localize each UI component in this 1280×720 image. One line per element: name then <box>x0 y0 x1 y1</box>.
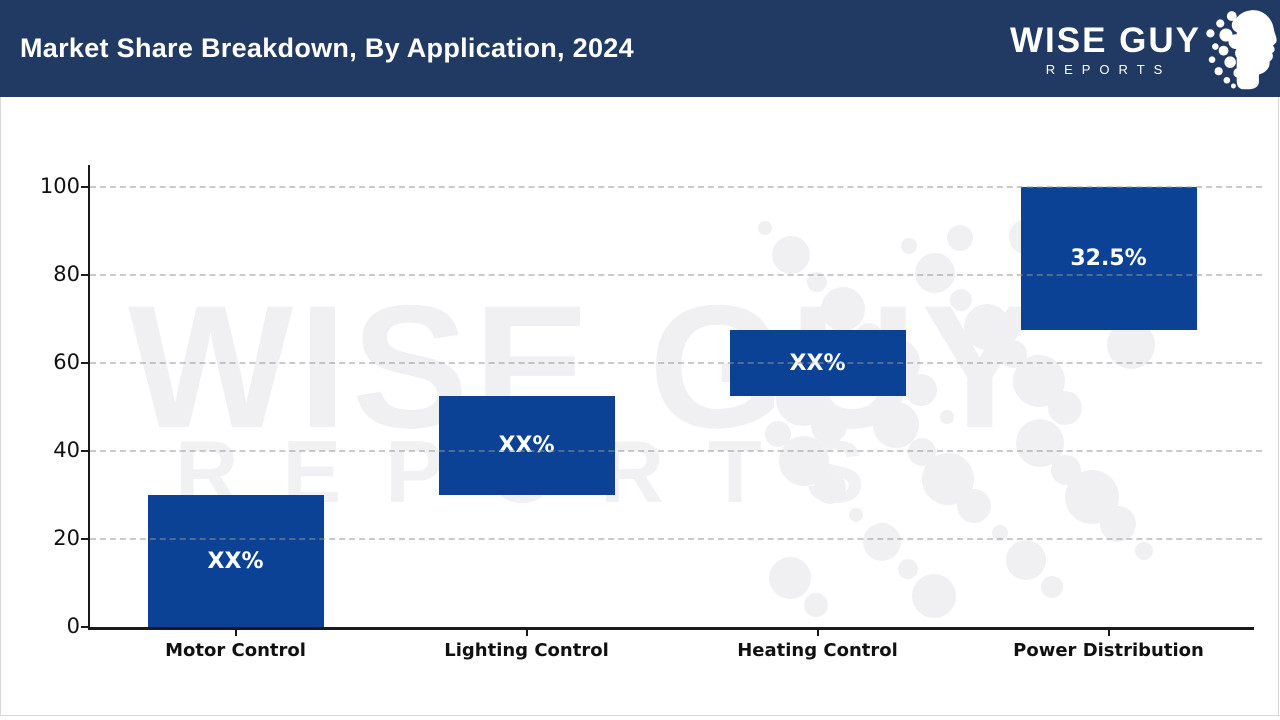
y-axis-tick <box>81 274 90 276</box>
y-axis-tick-label: 40 <box>53 438 80 462</box>
x-axis-tick <box>525 630 528 636</box>
gridline <box>90 538 1262 540</box>
logo-text: WISE GUY REPORTS <box>1010 21 1201 77</box>
y-axis-line <box>88 165 90 629</box>
y-axis-tick-label: 20 <box>53 526 80 550</box>
page-title: Market Share Breakdown, By Application, … <box>20 33 634 63</box>
wise-guy-logo: WISE GUY REPORTS <box>1010 7 1277 91</box>
x-axis-tick <box>1107 630 1110 636</box>
header: Market Share Breakdown, By Application, … <box>0 0 1280 97</box>
logo-head-icon <box>1206 10 1277 90</box>
frame-bottom-border <box>0 715 1280 716</box>
y-axis-tick-label: 100 <box>39 174 80 198</box>
bar-value-label: XX% <box>498 433 555 458</box>
logo-wordmark: WISE GUY <box>1010 21 1202 60</box>
y-axis-tick <box>81 186 90 188</box>
frame-left-border <box>0 97 1 716</box>
logo-subtext: REPORTS <box>1045 62 1172 77</box>
y-axis-tick <box>81 538 90 540</box>
x-axis-category-label: Lighting Control <box>444 640 609 661</box>
y-axis-tick-label: 80 <box>53 262 80 286</box>
x-axis-category-label: Power Distribution <box>1013 640 1204 661</box>
bar-power-distribution: 32.5% <box>1020 187 1197 330</box>
bar-lighting-control: XX% <box>438 396 615 495</box>
y-axis-tick <box>81 626 90 628</box>
bar-motor-control: XX% <box>147 495 324 627</box>
gridline <box>90 362 1262 364</box>
gridline <box>90 450 1262 452</box>
y-axis-tick <box>81 450 90 452</box>
x-axis-category-label: Motor Control <box>165 640 306 661</box>
x-axis-line <box>88 627 1254 630</box>
y-axis-tick <box>81 362 90 364</box>
bar-value-label: 32.5% <box>1070 246 1147 271</box>
x-axis-category-label: Heating Control <box>737 640 898 661</box>
y-axis-tick-label: 0 <box>66 614 80 638</box>
gridline <box>90 186 1262 188</box>
x-axis-tick <box>816 630 819 636</box>
x-axis-tick <box>234 630 237 636</box>
frame-right-border <box>1278 97 1279 716</box>
gridline <box>90 274 1262 276</box>
y-axis-tick-label: 60 <box>53 350 80 374</box>
bar-value-label: XX% <box>207 548 264 574</box>
